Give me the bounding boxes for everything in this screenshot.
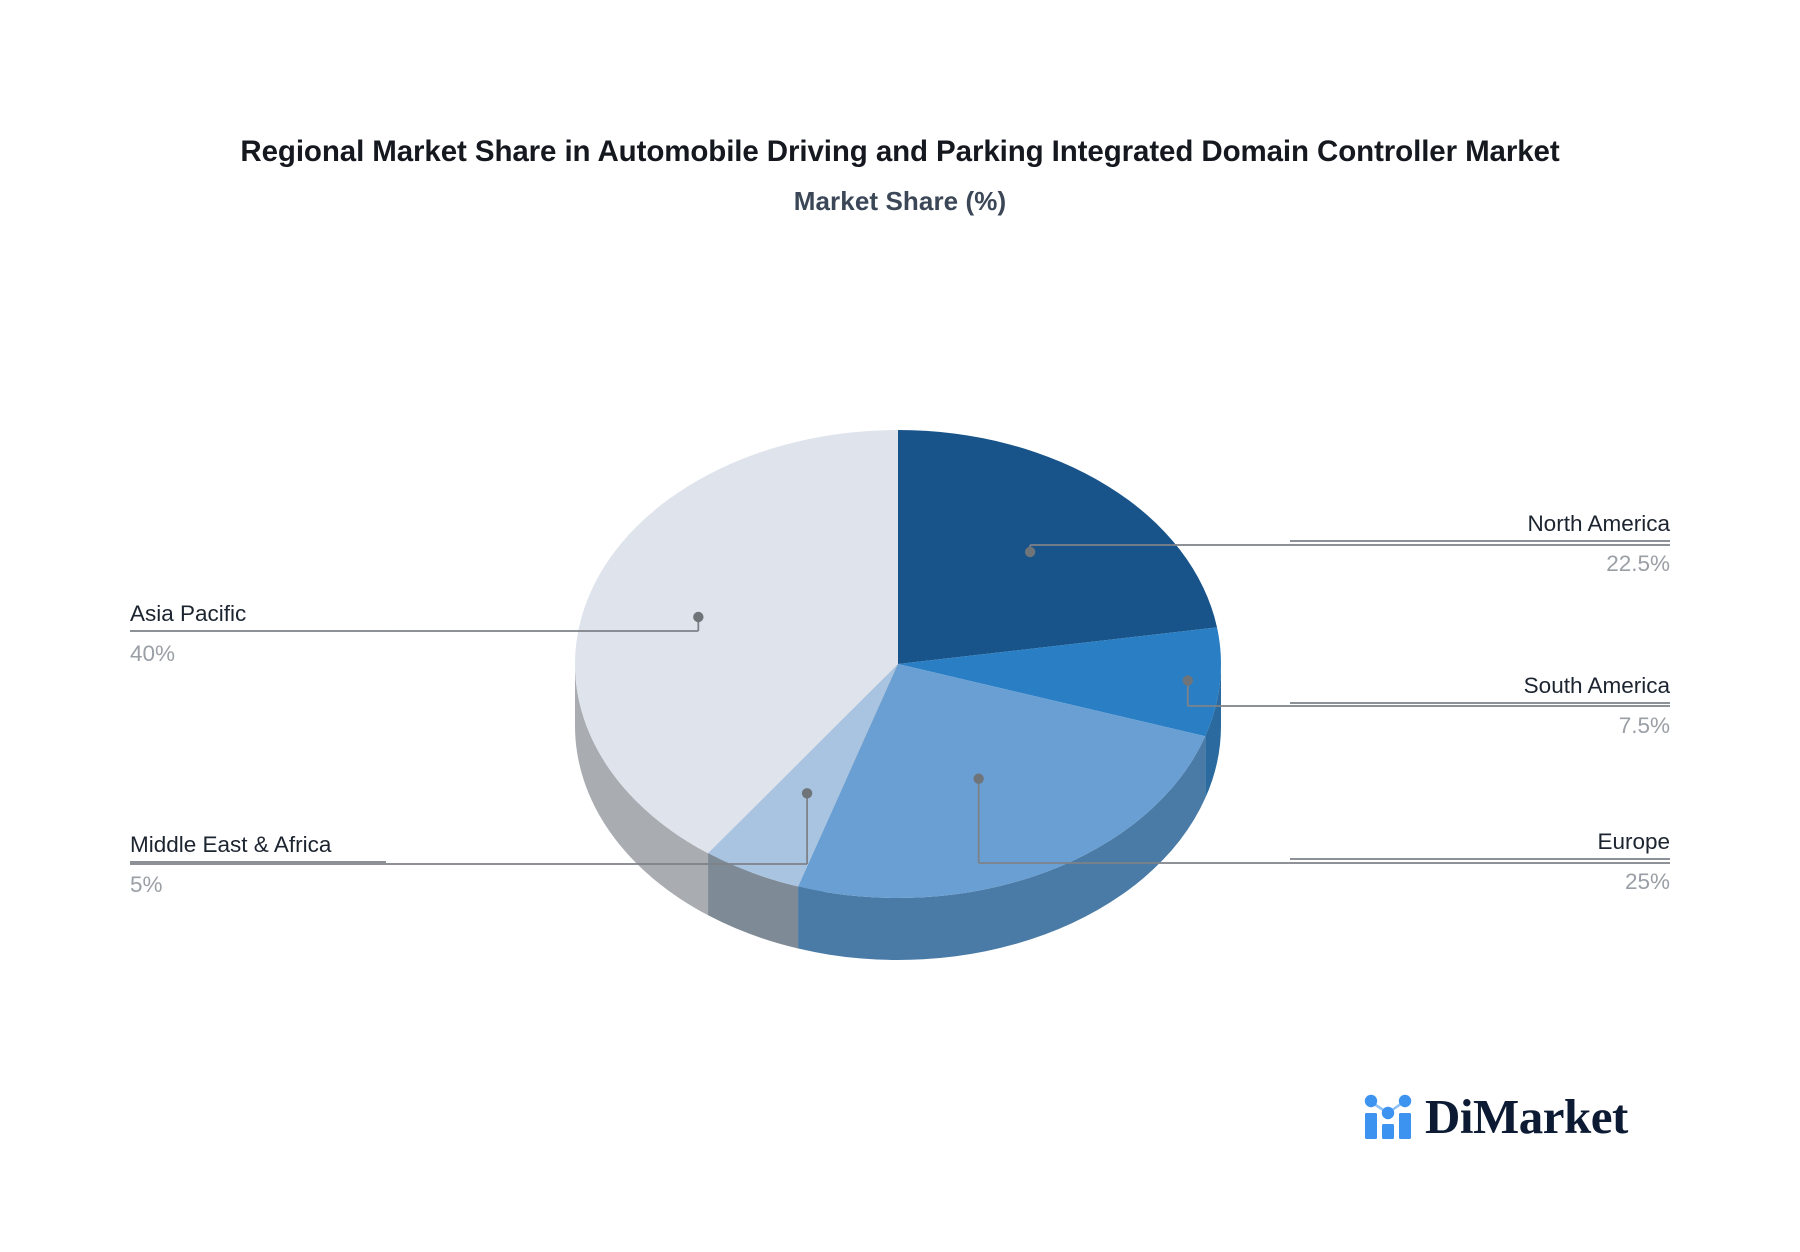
- callout-value-north-america: 22.5%: [1606, 551, 1670, 577]
- callout-value-south-america: 7.5%: [1618, 713, 1670, 739]
- pie-radial-wall-europe: [798, 664, 898, 949]
- pie-3d-sides: [575, 664, 1221, 960]
- page-title: Regional Market Share in Automobile Driv…: [240, 135, 1560, 168]
- pie-slice-asia-pacific[interactable]: [574, 430, 898, 854]
- callout-rule: [130, 861, 386, 864]
- callout-asia-pacific[interactable]: Asia Pacific 40%: [130, 600, 530, 668]
- pie-radial-wall-middle-east-africa: [708, 664, 898, 916]
- callout-rule: [1290, 858, 1670, 861]
- callout-value-middle-east-africa: 5%: [130, 872, 163, 898]
- logo-wordmark: DiMarket: [1425, 1089, 1628, 1145]
- callout-label-north-america: North America: [1527, 511, 1670, 536]
- pie-slice-north-america[interactable]: [898, 430, 1218, 664]
- callout-label-middle-east-africa: Middle East & Africa: [130, 832, 332, 857]
- pie-slice-side-asia-pacific: [575, 664, 709, 916]
- callout-value-asia-pacific: 40%: [130, 641, 176, 667]
- chart-subtitle: Market Share (%): [793, 185, 1007, 216]
- pie-top-faces: [574, 430, 1221, 898]
- callout-rule: [130, 630, 385, 633]
- dimarket-logo: DiMarket: [1362, 1093, 1628, 1141]
- leader-anchor-dot-asia-pacific: [693, 611, 704, 623]
- callout-label-asia-pacific: Asia Pacific: [130, 601, 247, 626]
- leader-anchor-dot-north-america: [1024, 546, 1036, 558]
- callout-middle-east-africa[interactable]: Middle East & Africa 5%: [130, 831, 550, 899]
- leader-anchor-dot-middle-east-africa: [801, 788, 813, 799]
- callout-rule: [1290, 540, 1670, 543]
- bar-chart-with-trendline-icon: [1364, 1094, 1412, 1139]
- leader-anchor-dot-south-america: [1182, 675, 1194, 686]
- pie-slice-side-middle-east-africa: [708, 853, 799, 949]
- pie-slice-side-south-america: [1205, 664, 1221, 799]
- callout-north-america[interactable]: North America 22.5%: [1290, 510, 1670, 578]
- title-block: Regional Market Share in Automobile Driv…: [0, 128, 1800, 217]
- pie-slice-side-europe: [798, 736, 1206, 960]
- pie-slice-middle-east-africa[interactable]: [708, 664, 898, 887]
- callout-europe[interactable]: Europe 25%: [1290, 828, 1670, 896]
- callout-rule: [1290, 702, 1670, 705]
- pie-slice-south-america[interactable]: [898, 627, 1221, 737]
- callout-label-south-america: South America: [1523, 673, 1670, 698]
- leader-anchor-dot-europe: [973, 773, 984, 784]
- pie-slice-europe[interactable]: [798, 664, 1206, 898]
- callout-value-europe: 25%: [1624, 869, 1670, 895]
- callout-label-europe: Europe: [1597, 829, 1670, 854]
- callout-south-america[interactable]: South America 7.5%: [1290, 672, 1670, 740]
